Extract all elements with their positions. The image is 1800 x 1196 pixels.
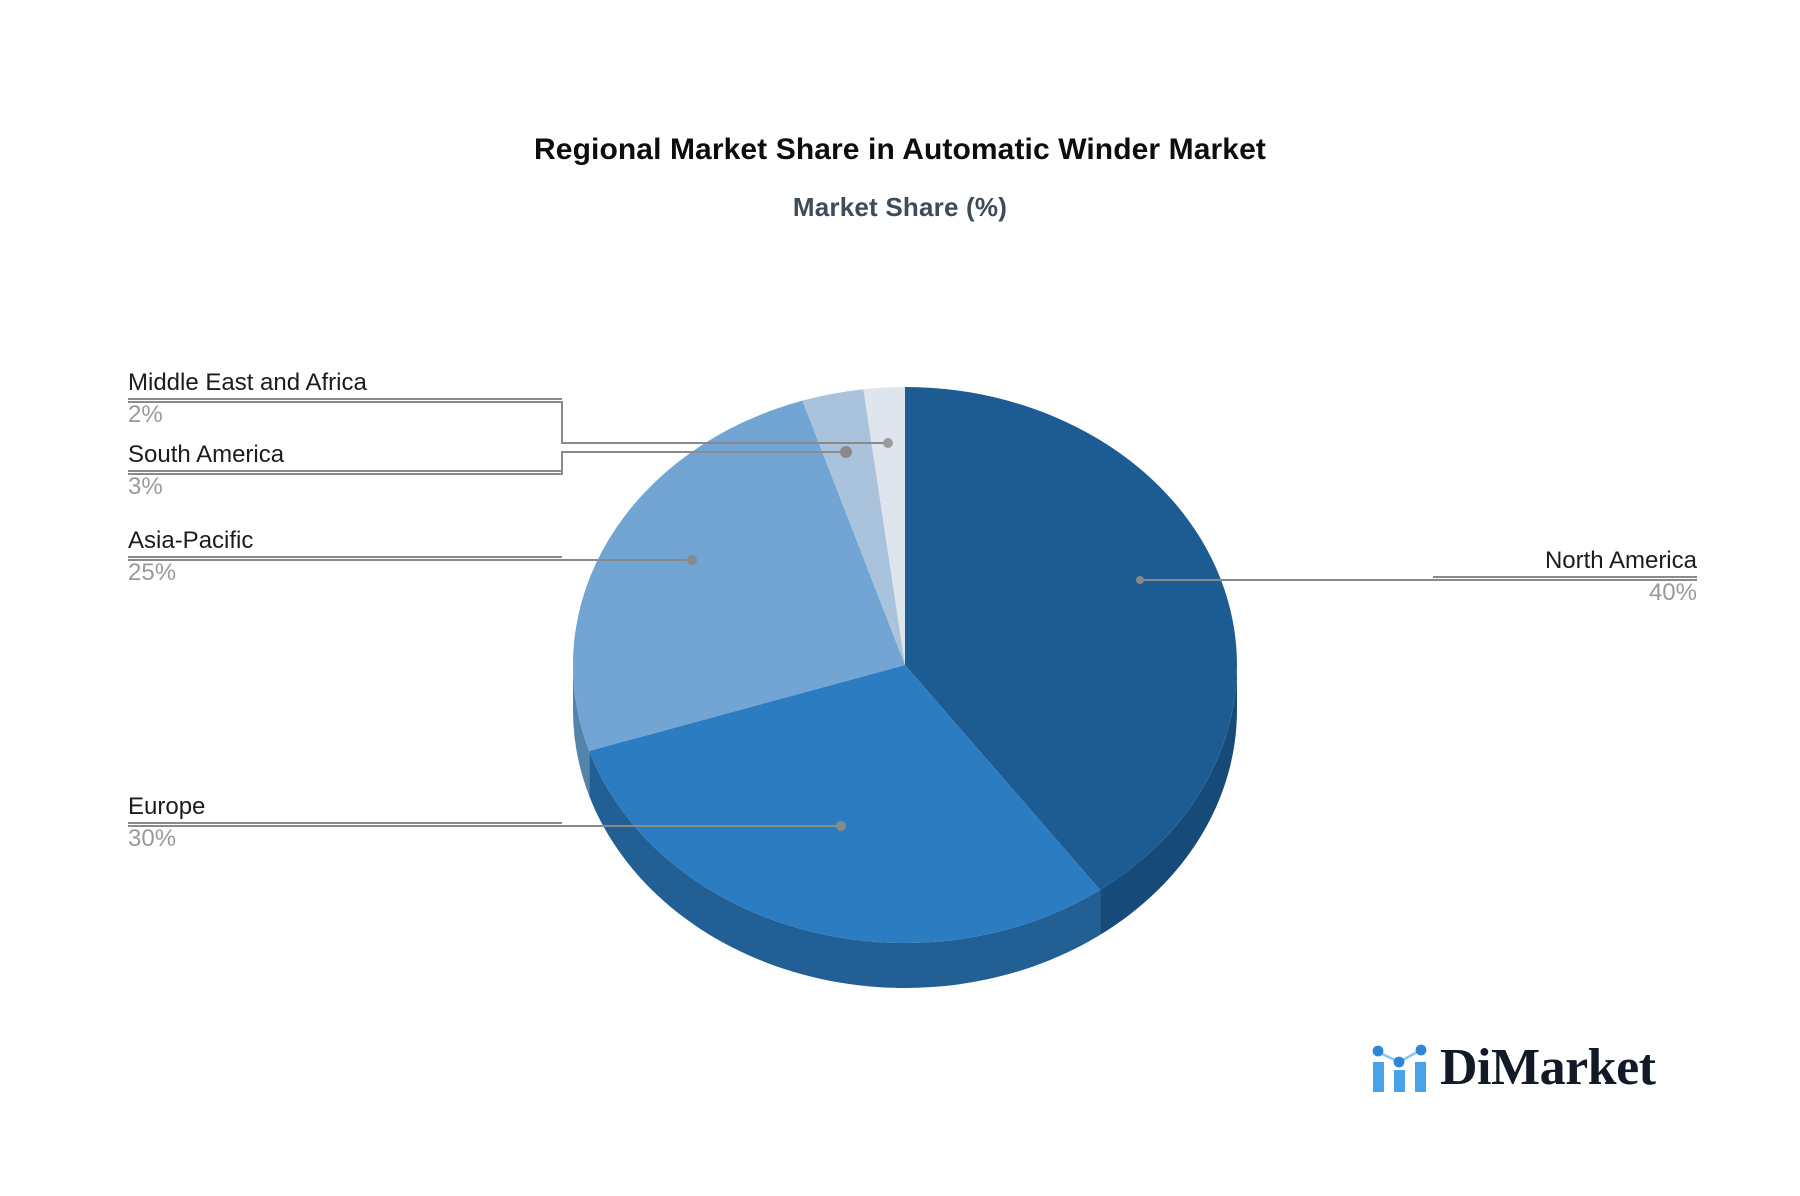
slice-europe [589,665,1101,943]
callout-rule-south-america [128,470,562,472]
leader-dot-middle-east-and-africa [883,438,893,448]
callout-south-america[interactable]: South America 3% [128,440,562,502]
leader-dot-asia-pacific [687,555,697,565]
slice-south-america [802,389,905,665]
chart-title: Regional Market Share in Automatic Winde… [534,133,1266,166]
slice-side-europe [589,750,1101,988]
bar-chart-icon [1372,1044,1427,1092]
callout-europe[interactable]: Europe 30% [128,792,562,854]
leader-dot-europe [836,821,846,831]
callout-label-middle-east-and-africa: Middle East and Africa [128,369,367,396]
callout-rule-europe [128,822,562,824]
slice-north-america [905,387,1237,890]
callout-rule-asia-pacific [128,556,562,558]
brand-logo[interactable]: DiMarket [1370,1039,1656,1096]
slice-asia-pacific [572,400,905,751]
callout-value-middle-east-and-africa: 2% [128,401,163,428]
callout-value-south-america: 3% [128,473,163,500]
leader-south-america [128,451,846,475]
slice-side-asia-pacific [572,665,590,796]
callout-north-america[interactable]: North America 40% [1433,546,1697,608]
pie-top [572,387,1237,943]
callout-label-europe: Europe [128,793,206,820]
callout-value-north-america: 40% [1648,579,1697,606]
brand-wordmark: DiMarket [1440,1039,1656,1096]
callout-value-asia-pacific: 25% [128,559,177,586]
callout-rule-middle-east-and-africa [128,398,562,400]
leader-lines [128,401,1697,831]
callout-asia-pacific[interactable]: Asia-Pacific 25% [128,526,562,588]
leader-middle-east-and-africa [128,401,888,444]
callout-label-south-america: South America [128,441,285,468]
callout-label-asia-pacific: Asia-Pacific [128,527,254,554]
slice-middle-east-and-africa [863,387,905,665]
callout-rule-north-america [1433,576,1697,578]
callout-value-europe: 30% [128,825,177,852]
chart-subtitle: Market Share (%) [792,192,1008,222]
leader-dot-north-america [1136,576,1144,584]
slice-side-north-america [1100,665,1237,935]
leader-dot-south-america [840,446,852,458]
callout-middle-east-and-africa[interactable]: Middle East and Africa 2% [128,368,562,430]
callout-label-north-america: North America [1544,547,1697,574]
pie-depth [572,665,1237,988]
